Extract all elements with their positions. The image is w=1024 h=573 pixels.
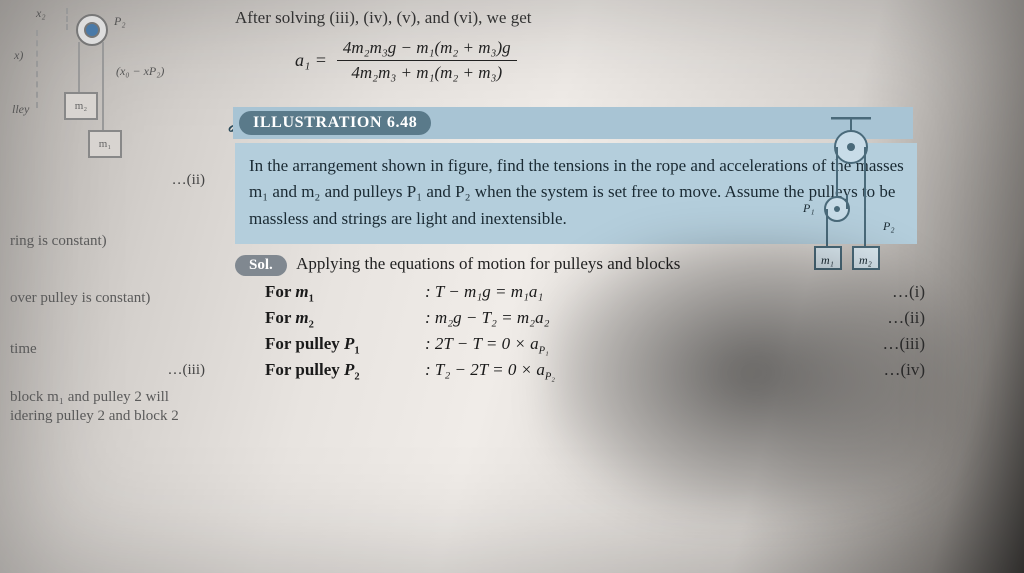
equation-row: For pulley P1 : 2T − T = 0 × aP₁ …(iii) [265,334,975,354]
eq-for: For pulley P1 [265,334,425,354]
box-m1: m₁ [88,130,122,158]
formula-a1: a₁ = 4m₂m₃g − m₁(m₂ + m₃)g 4m₂m₃ + m₁(m₂… [295,38,975,83]
solution-text: Applying the equations of motion for pul… [296,254,680,273]
cutoff-text-5: idering pulley 2 and block 2 [10,408,223,425]
fig-label-p2: P₂ [883,217,895,236]
illustration-title: ILLUSTRATION 6.48 [239,111,431,135]
label-x2: x₂ [36,6,46,21]
equation-row: For pulley P2 : T₂ − 2T = 0 × aP₂ …(iv) [265,360,975,380]
label-lley: lley [12,102,29,117]
box-m2: m₂ [64,92,98,120]
cutoff-text-4: block m₁ and pulley 2 will [10,389,223,406]
eq-body: : T − m₁g = m₁a₁ [425,282,705,302]
cutoff-text-3: time [10,341,223,358]
eq-for: For pulley P2 [265,360,425,380]
eq-body: : m₂g − T₂ = m₂a₂ [425,308,705,328]
formula-denominator: 4m₂m₃ + m₁(m₂ + m₃) [345,61,508,83]
eq-for: For m1 [265,282,425,302]
label-m2: m₂ [75,100,87,112]
eq-tag: …(ii) [705,308,965,328]
label-x: x) [14,48,23,63]
label-x0-xp2: (x₀ − xP₂) [116,64,164,79]
formula-lhs: a₁ = [295,50,327,71]
fig-label-p1: P₁ [803,199,815,218]
eq-tag: …(iii) [705,334,965,354]
equations-list: For m1 : T − m₁g = m₁a₁ …(i) For m2 : m₂… [265,282,975,380]
eq-body: : 2T − T = 0 × aP₁ [425,334,705,354]
textbook-page: { "intro_line": "After solving (iii), (i… [0,0,1024,573]
prev-problem-diagram: x₂ P₂ (x₀ − xP₂) m₂ m₁ x) lley [18,8,178,168]
equation-row: For m2 : m₂g − T₂ = m₂a₂ …(ii) [265,308,975,328]
intro-text: After solving (iii), (iv), (v), and (vi)… [235,8,975,28]
eq-tag: …(iv) [705,360,965,380]
eq-tag-ii-prev: …(ii) [8,172,223,189]
eq-body: : T₂ − 2T = 0 × aP₂ [425,360,705,380]
cutoff-text-2: over pulley is constant) [10,290,223,307]
fig-label-m2: m₂ [859,251,872,270]
formula-numerator: 4m₂m₃g − m₁(m₂ + m₃)g [337,38,517,61]
label-m1: m₁ [99,138,111,150]
illustration-body: In the arrangement shown in figure, find… [235,143,917,244]
cutoff-text-1: ring is constant) [10,233,223,250]
formula-fraction: 4m₂m₃g − m₁(m₂ + m₃)g 4m₂m₃ + m₁(m₂ + m₃… [337,38,517,83]
main-content: After solving (iii), (iv), (v), and (vi)… [235,0,975,573]
fig-label-m1: m₁ [821,251,834,270]
illustration-figure: P₁ P₂ m₁ m₂ [791,117,909,287]
left-margin-column: x₂ P₂ (x₀ − xP₂) m₂ m₁ x) lley …(ii) rin… [0,0,229,573]
solution-label: Sol. [235,255,287,276]
eq-tag-iii-prev: …(iii) [8,362,223,379]
illustration-block: 𝒥 ILLUSTRATION 6.48 In the arrangement s… [235,101,975,244]
label-p2: P₂ [114,14,126,29]
eq-for: For m2 [265,308,425,328]
